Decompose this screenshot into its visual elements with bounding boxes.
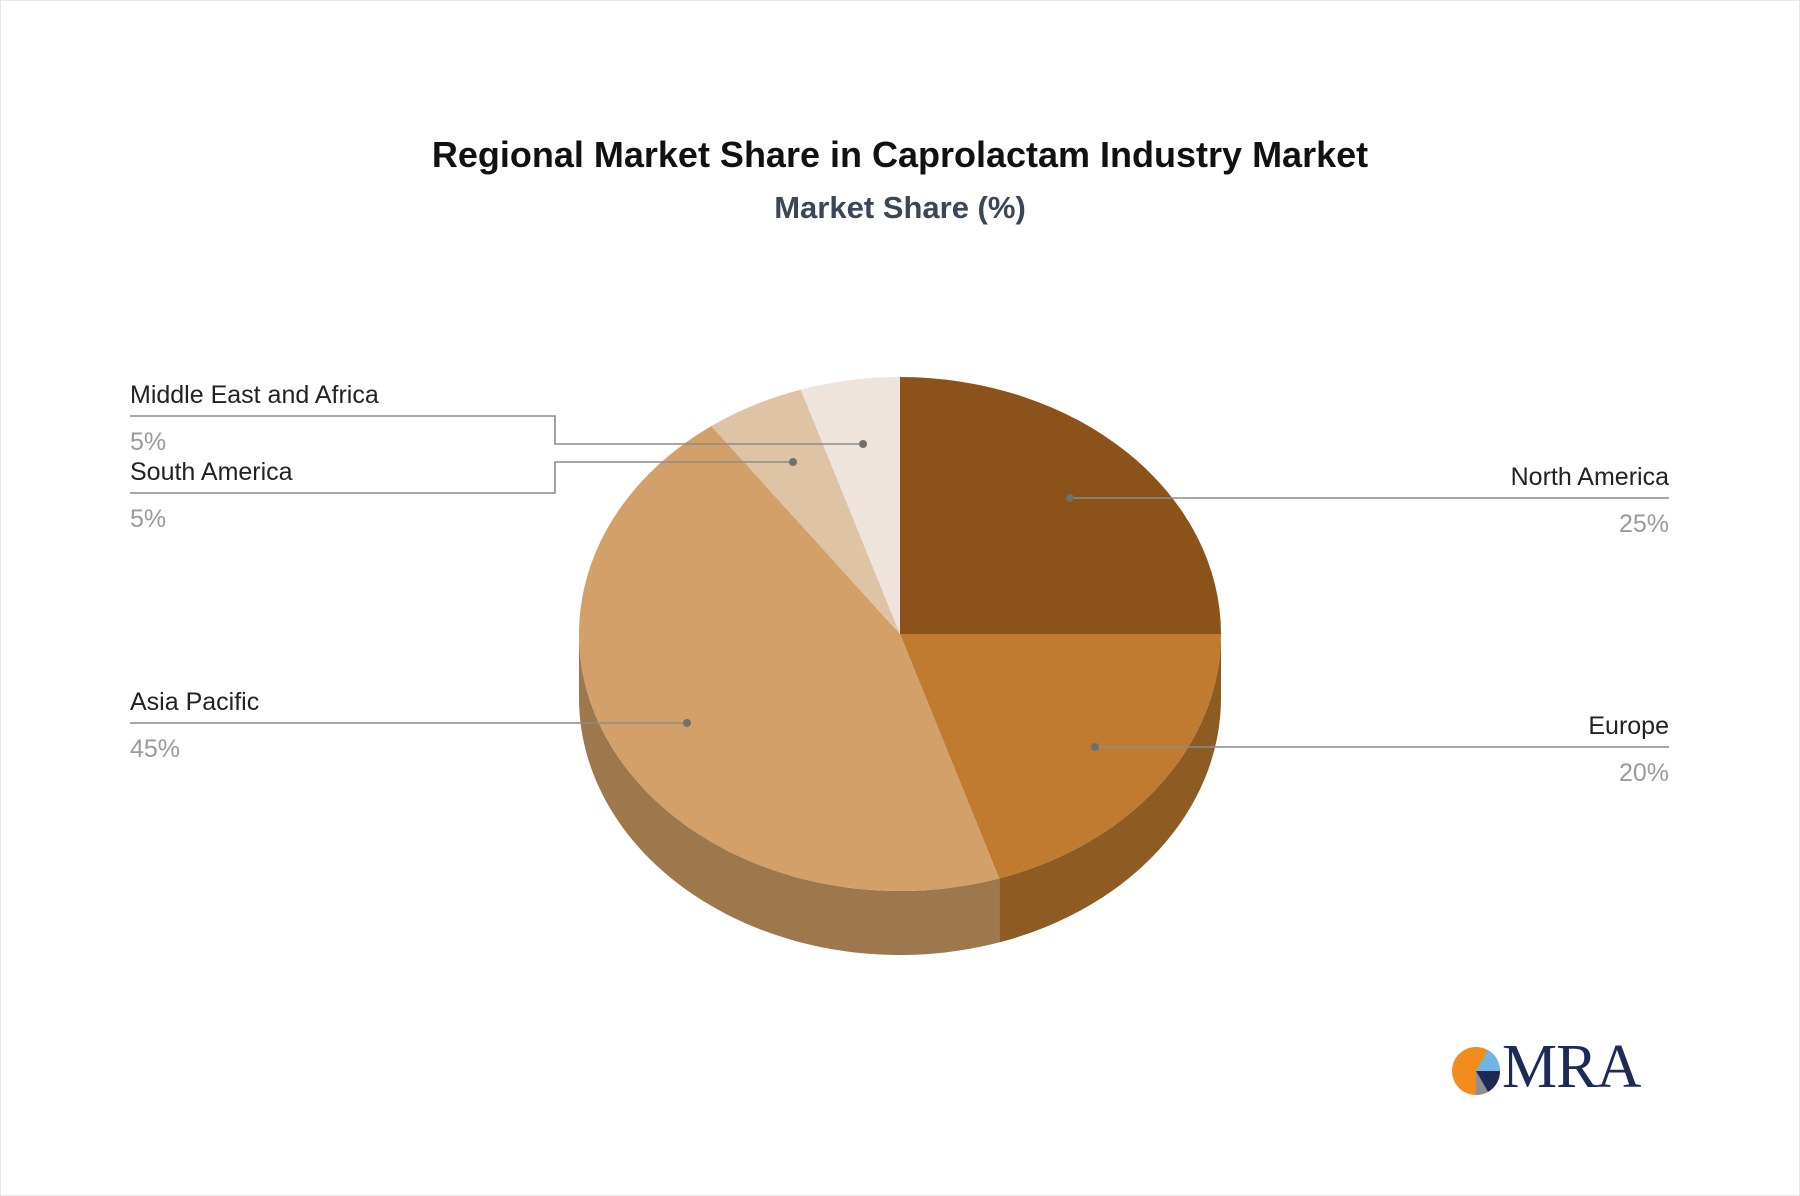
pie-slice-europe [900,634,1221,879]
pie-side-asia-pacific [578,634,1000,955]
leader-line-south-america [130,461,793,494]
mra-logo-text: MRA [1502,1033,1641,1101]
pie-slices [579,377,1221,891]
pie-slice-south-america [711,389,900,634]
label-middle-east-and-africa: Middle East and Africa [130,381,379,409]
pie-labels: North America 25% Europe 20% Asia Pacific 45%… [130,381,1669,787]
leader-dot-middle-east-and-africa [859,440,867,448]
pie-side-walls [578,634,1221,955]
chart-subtitle: Market Share (%) [774,190,1026,225]
leader-dot-asia-pacific [683,719,691,727]
pie-slice-middle-east-and-africa [800,377,900,634]
pie-side-europe [999,634,1221,943]
pie-slice-asia-pacific [579,426,1000,891]
pie-slice-north-america [900,377,1221,634]
label-europe: Europe [1588,712,1669,740]
value-label-asia-pacific: 45% [130,735,180,763]
leader-dot-north-america [1066,494,1074,502]
value-label-south-america: 5% [130,505,166,533]
leader-line-middle-east-and-africa [130,415,863,445]
label-south-america: South America [130,458,293,486]
mra-logo-icon [1452,1047,1501,1096]
mra-logo: MRA [1448,1033,1648,1101]
value-label-middle-east-and-africa: 5% [130,428,166,456]
chart-title: Regional Market Share in Caprolactam Ind… [431,134,1369,175]
value-label-north-america: 25% [1619,510,1669,538]
leader-dot-europe [1091,743,1099,751]
label-asia-pacific: Asia Pacific [130,688,259,716]
value-label-europe: 20% [1619,759,1669,787]
label-north-america: North America [1511,463,1669,491]
leader-dot-south-america [789,458,797,466]
